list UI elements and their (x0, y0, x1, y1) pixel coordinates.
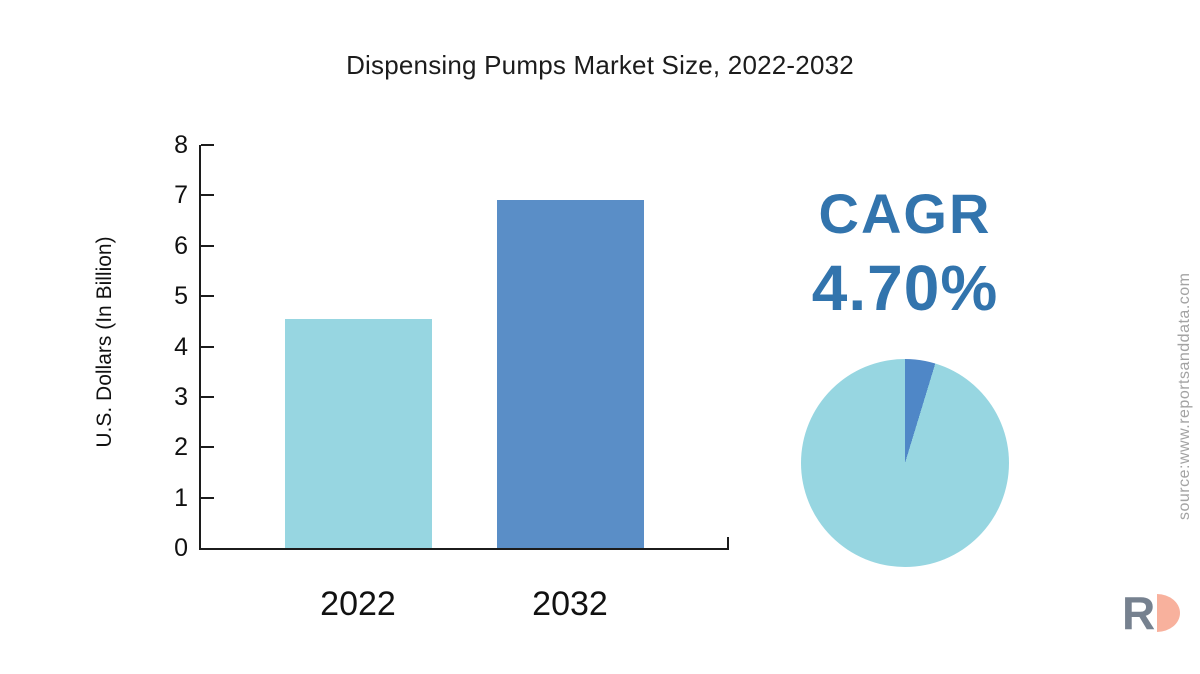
y-tick-mark (201, 496, 214, 499)
cagr-heading: CAGR (818, 182, 992, 245)
y-tick-label: 2 (174, 433, 188, 462)
y-tick-mark (201, 244, 214, 247)
y-tick-label: 5 (174, 282, 188, 311)
y-tick-mark (201, 446, 214, 449)
y-tick-label: 7 (174, 181, 188, 210)
logo-d-shape-icon (1157, 594, 1180, 632)
x-tick-label-2032: 2032 (532, 585, 608, 623)
y-tick-mark (201, 295, 214, 298)
y-tick-label: 1 (174, 483, 188, 512)
y-axis-label: U.S. Dollars (In Billion) (93, 236, 116, 448)
y-tick-label: 8 (174, 131, 188, 159)
cagr-value: 4.70% (811, 252, 999, 325)
reportsanddata-logo: R (1122, 590, 1186, 636)
y-tick-label: 6 (174, 231, 188, 260)
x-axis-line (199, 548, 729, 550)
y-tick-label: 0 (174, 534, 188, 562)
y-tick-mark (201, 395, 214, 398)
bar-2032 (496, 200, 644, 548)
y-tick-mark (201, 194, 214, 197)
source-attribution: source:www.reportsanddata.com (1176, 272, 1193, 521)
y-tick-mark (201, 144, 214, 146)
logo-letter-r: R (1122, 587, 1155, 639)
y-tick-label: 3 (174, 382, 188, 411)
y-tick-label: 4 (174, 332, 188, 361)
cagr-callout: CAGR 4.70% (795, 182, 1015, 326)
x-axis-end-tick (727, 537, 729, 550)
cagr-pie-chart (801, 359, 1009, 567)
x-tick-label-2022: 2022 (320, 585, 396, 623)
bar-2022 (284, 318, 432, 548)
y-axis-line (199, 145, 201, 550)
chart-title: Dispensing Pumps Market Size, 2022-2032 (346, 50, 854, 80)
y-tick-mark (201, 345, 214, 348)
